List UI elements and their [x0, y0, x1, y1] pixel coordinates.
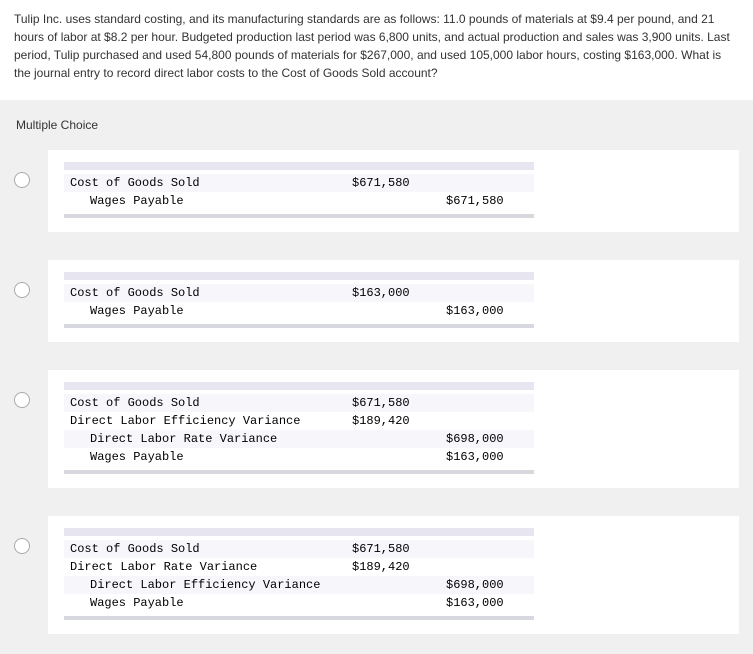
journal-entry-line: Direct Labor Rate Variance$189,420 — [64, 558, 534, 576]
account-name: Direct Labor Rate Variance — [64, 558, 346, 576]
journal-entry-line: Wages Payable $163,000 — [64, 594, 534, 612]
choice-radio[interactable] — [14, 282, 30, 298]
debit-amount: $189,420 — [346, 558, 440, 576]
journal-entry-line: Cost of Goods Sold$671,580 — [64, 174, 534, 192]
entry-bottom-bar — [64, 470, 534, 474]
choice: Cost of Goods Sold$671,580Direct Labor R… — [14, 516, 739, 634]
journal-entry-line: Cost of Goods Sold$671,580 — [64, 540, 534, 558]
entry-top-bar — [64, 272, 534, 280]
debit-amount: $671,580 — [346, 394, 440, 412]
choice-body: Cost of Goods Sold$671,580Direct Labor E… — [48, 370, 739, 488]
journal-entry-table: Cost of Goods Sold$671,580Direct Labor R… — [64, 540, 534, 612]
entry-bottom-bar — [64, 324, 534, 328]
credit-amount: $698,000 — [440, 576, 534, 594]
account-name: Direct Labor Efficiency Variance — [64, 576, 346, 594]
account-name: Cost of Goods Sold — [64, 284, 346, 302]
journal-entry-block: Cost of Goods Sold$671,580Direct Labor E… — [64, 382, 534, 474]
credit-amount: $163,000 — [440, 594, 534, 612]
entry-top-bar — [64, 382, 534, 390]
entry-bottom-bar — [64, 616, 534, 620]
debit-amount: $671,580 — [346, 174, 440, 192]
choice-body: Cost of Goods Sold$671,580Wages Payable$… — [48, 150, 739, 232]
credit-amount — [440, 394, 534, 412]
journal-entry-line: Direct Labor Efficiency Variance $698,000 — [64, 576, 534, 594]
choice-list: Cost of Goods Sold$671,580Wages Payable$… — [14, 150, 739, 634]
debit-amount — [346, 192, 440, 210]
journal-entry-line: Wages Payable $163,000 — [64, 302, 534, 320]
credit-amount: $163,000 — [440, 302, 534, 320]
account-name: Wages Payable — [64, 192, 346, 210]
journal-entry-block: Cost of Goods Sold$671,580Wages Payable$… — [64, 162, 534, 218]
choice: Cost of Goods Sold$671,580Wages Payable$… — [14, 150, 739, 232]
account-name: Cost of Goods Sold — [64, 394, 346, 412]
choice-radio[interactable] — [14, 392, 30, 408]
account-name: Wages Payable — [64, 594, 346, 612]
entry-top-bar — [64, 162, 534, 170]
choice-body: Cost of Goods Sold$671,580Direct Labor R… — [48, 516, 739, 634]
journal-entry-table: Cost of Goods Sold$671,580Direct Labor E… — [64, 394, 534, 466]
debit-amount — [346, 430, 440, 448]
credit-amount — [440, 412, 534, 430]
multiple-choice-heading: Multiple Choice — [14, 114, 739, 150]
journal-entry-table: Cost of Goods Sold$163,000Wages Payable$… — [64, 284, 534, 320]
account-name: Wages Payable — [64, 448, 346, 466]
credit-amount: $698,000 — [440, 430, 534, 448]
choice: Cost of Goods Sold$671,580Direct Labor E… — [14, 370, 739, 488]
journal-entry-line: Wages Payable $163,000 — [64, 448, 534, 466]
journal-entry-table: Cost of Goods Sold$671,580Wages Payable$… — [64, 174, 534, 210]
credit-amount — [440, 540, 534, 558]
journal-entry-line: Direct Labor Efficiency Variance$189,420 — [64, 412, 534, 430]
debit-amount — [346, 302, 440, 320]
credit-amount — [440, 558, 534, 576]
choice-radio[interactable] — [14, 172, 30, 188]
credit-amount: $671,580 — [440, 192, 534, 210]
debit-amount — [346, 576, 440, 594]
account-name: Direct Labor Efficiency Variance — [64, 412, 346, 430]
choice-body: Cost of Goods Sold$163,000Wages Payable$… — [48, 260, 739, 342]
question-text: Tulip Inc. uses standard costing, and it… — [0, 0, 753, 100]
account-name: Cost of Goods Sold — [64, 540, 346, 558]
credit-amount — [440, 174, 534, 192]
debit-amount — [346, 594, 440, 612]
answers-panel: Multiple Choice Cost of Goods Sold$671,5… — [0, 100, 753, 654]
debit-amount: $189,420 — [346, 412, 440, 430]
account-name: Wages Payable — [64, 302, 346, 320]
debit-amount: $163,000 — [346, 284, 440, 302]
journal-entry-block: Cost of Goods Sold$671,580Direct Labor R… — [64, 528, 534, 620]
choice-radio[interactable] — [14, 538, 30, 554]
choice: Cost of Goods Sold$163,000Wages Payable$… — [14, 260, 739, 342]
credit-amount — [440, 284, 534, 302]
entry-top-bar — [64, 528, 534, 536]
debit-amount — [346, 448, 440, 466]
credit-amount: $163,000 — [440, 448, 534, 466]
journal-entry-line: Direct Labor Rate Variance $698,000 — [64, 430, 534, 448]
journal-entry-line: Wages Payable $671,580 — [64, 192, 534, 210]
entry-bottom-bar — [64, 214, 534, 218]
debit-amount: $671,580 — [346, 540, 440, 558]
journal-entry-block: Cost of Goods Sold$163,000Wages Payable$… — [64, 272, 534, 328]
account-name: Cost of Goods Sold — [64, 174, 346, 192]
journal-entry-line: Cost of Goods Sold$163,000 — [64, 284, 534, 302]
account-name: Direct Labor Rate Variance — [64, 430, 346, 448]
journal-entry-line: Cost of Goods Sold$671,580 — [64, 394, 534, 412]
